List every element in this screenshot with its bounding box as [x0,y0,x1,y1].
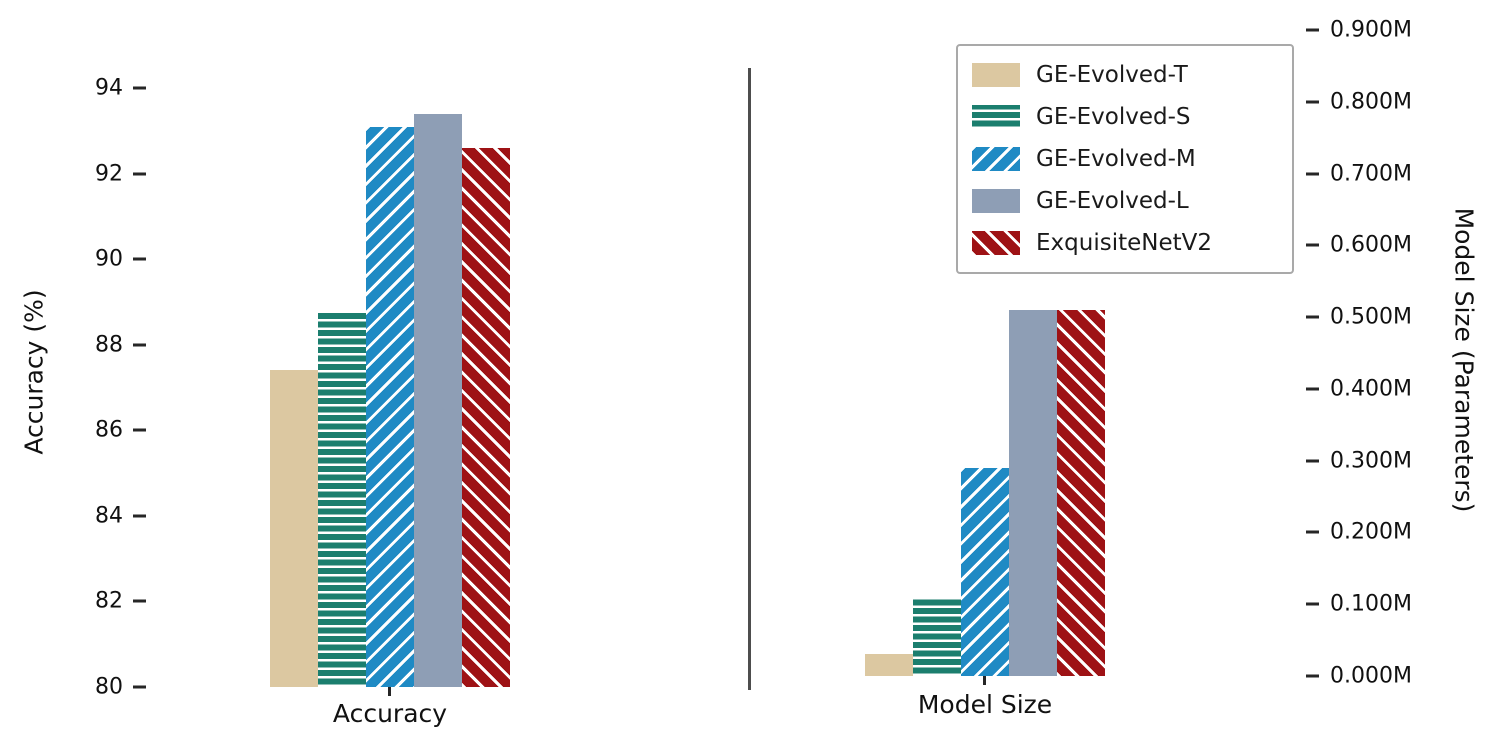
y-tick-mark [133,172,146,176]
accuracy-x-tick-mark [388,687,391,696]
y-tick-mark [133,86,146,90]
y-tick-label: 86 [95,417,123,443]
y-tick-mark [133,428,146,432]
y-tick-mark [1306,387,1319,391]
legend-item-GE-Evolved-M: GE-Evolved-M [958,138,1292,180]
accuracy-y-ticks: 94 92 90 88 86 84 82 80 [55,76,150,700]
y-tick-label: 0.600M [1330,232,1412,258]
panel-divider [748,68,751,690]
y-tick-label: 0.900M [1330,17,1412,43]
legend: GE-Evolved-T GE-Evolved-S GE-Evolved-M GE-E… [956,44,1294,274]
y-tick-label: 0.400M [1330,376,1412,402]
legend-swatch-icon [972,63,1020,87]
legend-label: GE-Evolved-L [1036,188,1189,214]
bar-model-size-GE-Evolved-S [913,597,961,676]
bar-accuracy-GE-Evolved-L [414,113,462,687]
accuracy-x-label: Accuracy [332,699,448,728]
legend-item-GE-Evolved-S: GE-Evolved-S [958,96,1292,138]
y-tick-label: 0.500M [1330,304,1412,330]
y-tick-mark [133,343,146,347]
legend-swatch-icon [972,189,1020,213]
y-tick-label: 0.100M [1330,591,1412,617]
legend-label: ExquisiteNetV2 [1036,230,1212,256]
bar-accuracy-ExquisiteNetV2 [462,147,510,687]
legend-label: GE-Evolved-S [1036,104,1191,130]
bar-model-size-GE-Evolved-L [1009,309,1057,676]
legend-swatch-icon [972,231,1020,255]
legend-swatch-icon [972,105,1020,129]
bar-model-size-GE-Evolved-M [961,467,1009,676]
y-tick-label: 0.800M [1330,89,1412,115]
y-tick-mark [1306,602,1319,606]
y-tick-mark [133,685,146,689]
y-tick-mark [1306,100,1319,104]
y-tick-mark [1306,530,1319,534]
y-tick-label: 80 [95,674,123,700]
y-tick-label: 90 [95,246,123,272]
y-tick-mark [1306,315,1319,319]
model-size-plot-area [790,30,1180,676]
model-size-x-tick-mark [983,676,986,685]
y-tick-mark [1306,674,1319,678]
y-tick-mark [133,599,146,603]
y-tick-label: 92 [95,161,123,187]
y-tick-mark [1306,459,1319,463]
y-tick-label: 0.000M [1330,663,1412,689]
bar-accuracy-GE-Evolved-T [270,370,318,687]
y-tick-label: 94 [95,75,123,101]
legend-swatch-icon [972,147,1020,171]
model-size-x-label: Model Size [917,690,1053,719]
accuracy-y-axis-title: Accuracy (%) [19,289,49,455]
y-tick-label: 0.700M [1330,161,1412,187]
legend-item-GE-Evolved-L: GE-Evolved-L [958,180,1292,222]
y-tick-mark [1306,243,1319,247]
y-tick-mark [133,257,146,261]
bar-model-size-GE-Evolved-T [865,654,913,676]
model-size-y-axis-title: Model Size (Parameters) [1449,207,1479,513]
y-tick-mark [1306,28,1319,32]
bar-accuracy-GE-Evolved-S [318,310,366,687]
legend-item-GE-Evolved-T: GE-Evolved-T [958,54,1292,96]
y-tick-label: 82 [95,588,123,614]
y-tick-mark [133,514,146,518]
legend-item-ExquisiteNetV2: ExquisiteNetV2 [958,222,1292,264]
accuracy-plot-area [150,88,630,687]
legend-label: GE-Evolved-T [1036,62,1188,88]
model-size-y-ticks: 0.900M 0.800M 0.700M 0.600M 0.500M 0.400M 0.30… [1306,18,1456,689]
y-tick-label: 0.200M [1330,519,1412,545]
legend-label: GE-Evolved-M [1036,146,1196,172]
y-tick-mark [1306,172,1319,176]
y-tick-label: 84 [95,503,123,529]
bar-model-size-ExquisiteNetV2 [1057,309,1105,676]
y-tick-label: 0.300M [1330,448,1412,474]
bar-accuracy-GE-Evolved-M [366,126,414,687]
y-tick-label: 88 [95,332,123,358]
